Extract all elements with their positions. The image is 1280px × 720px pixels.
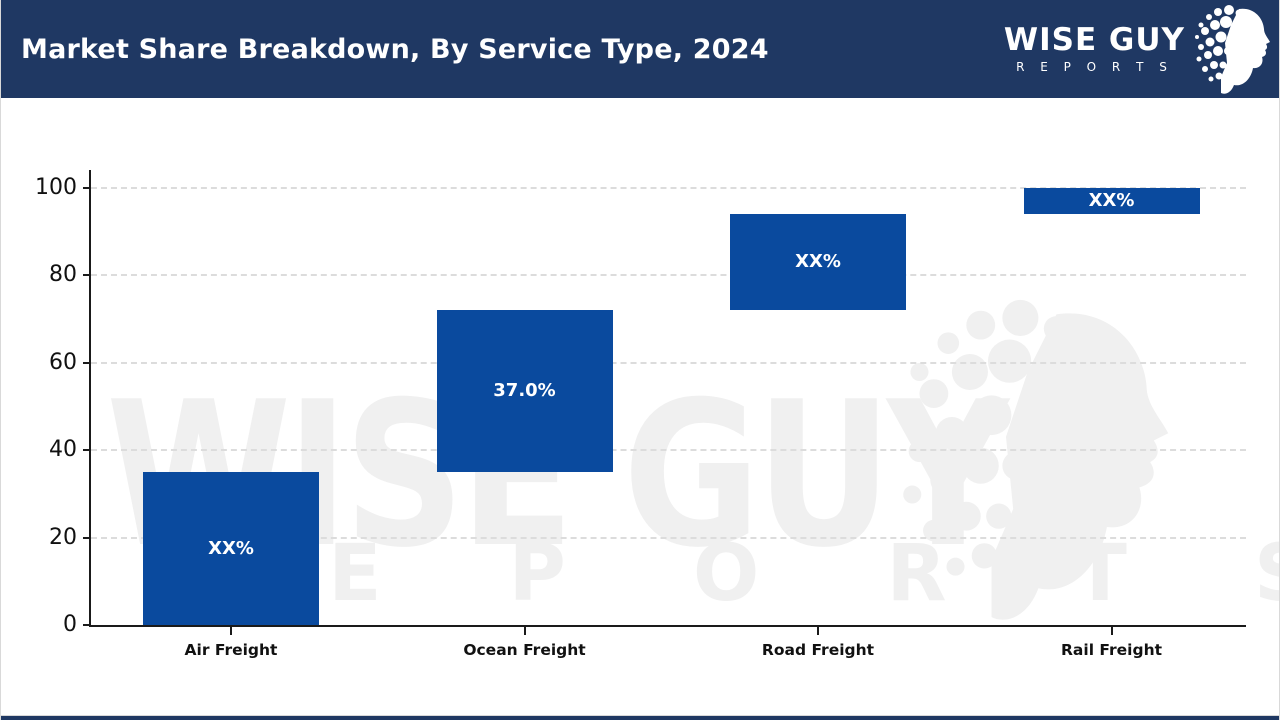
header: Market Share Breakdown, By Service Type,…	[1, 0, 1279, 98]
chart-area: WISE GUY R E P O R T S 0 20 40 60 80 100 XX% Ai…	[1, 98, 1279, 715]
x-tick-label: Ocean Freight	[463, 641, 586, 659]
bar-air-freight: XX%	[143, 471, 319, 625]
x-axis-line	[89, 625, 1246, 627]
gridline-60	[91, 361, 1246, 364]
bar-value-label: 37.0%	[493, 380, 556, 402]
y-tick-mark	[83, 624, 91, 626]
y-tick-mark	[83, 536, 91, 539]
wiseguy-logo: WISE GUY R E P O R T S	[1004, 0, 1273, 98]
footer-bar	[1, 716, 1279, 720]
y-tick-mark	[83, 274, 91, 276]
gridline-40	[91, 449, 1246, 451]
y-tick-label: 20	[49, 524, 77, 550]
logo-wordmark: WISE GUY	[1003, 22, 1185, 58]
bar-value-label: XX%	[208, 537, 254, 559]
y-tick-label: 0	[63, 612, 77, 637]
x-tick-mark	[817, 627, 819, 635]
x-tick-label: Road Freight	[761, 641, 875, 659]
x-tick-label: Air Freight	[184, 641, 278, 659]
bar-ocean-freight: 37.0%	[436, 310, 613, 472]
logo-subtext: R E P O R T S	[1016, 60, 1173, 74]
chart-title: Market Share Breakdown, By Service Type,…	[21, 33, 769, 65]
x-tick-label: Rail Freight	[1060, 641, 1163, 659]
y-axis-line	[89, 170, 91, 627]
x-tick-mark	[230, 627, 232, 635]
y-tick-label: 60	[49, 349, 77, 375]
logo-head-icon	[1195, 5, 1270, 94]
bar-value-label: XX%	[795, 251, 841, 273]
y-tick-mark	[83, 361, 91, 364]
bar-value-label: XX%	[1088, 190, 1135, 212]
y-tick-mark	[83, 449, 91, 451]
y-tick-mark	[83, 186, 91, 189]
bar-road-freight: XX%	[730, 213, 906, 310]
gridline-80	[91, 274, 1246, 276]
watermark-head-icon	[897, 299, 1169, 620]
x-tick-mark	[523, 627, 526, 635]
y-tick-label: 80	[49, 262, 77, 287]
y-tick-label: 40	[49, 437, 77, 462]
y-tick-label: 100	[35, 174, 77, 200]
gridline-100	[91, 186, 1246, 189]
x-tick-mark	[1110, 627, 1113, 635]
gridline-20	[91, 536, 1246, 539]
bar-rail-freight: XX%	[1023, 187, 1200, 214]
bottom-hairline	[1, 715, 1279, 716]
